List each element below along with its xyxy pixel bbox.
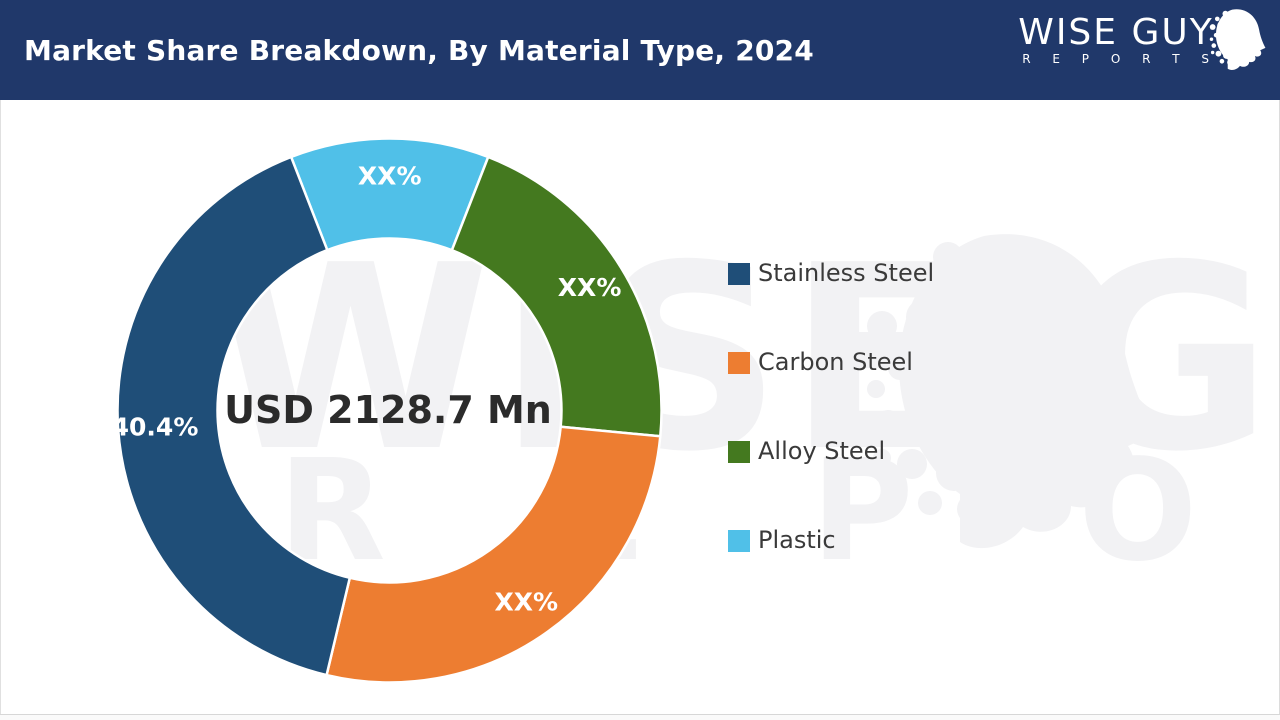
legend-label: Stainless Steel	[758, 259, 935, 287]
legend-item-plastic: Plastic	[728, 526, 934, 555]
donut-chart: XX% XX% XX% 40.4%	[116, 137, 663, 684]
legend-swatch-icon	[728, 529, 750, 552]
donut-segment-stainless-steel	[116, 155, 352, 677]
brand-wordmark: WISE GUY R E P O R T S	[1018, 13, 1218, 67]
chart-legend: Stainless Steel Carbon Steel Alloy Steel…	[728, 259, 934, 615]
legend-item-alloy-steel: Alloy Steel	[728, 437, 934, 466]
brand-name: WISE GUY	[1018, 11, 1214, 53]
legend-label: Carbon Steel	[758, 348, 913, 376]
donut-segment-carbon-steel	[325, 425, 662, 684]
header-bar: Market Share Breakdown, By Material Type…	[0, 0, 1280, 100]
slice-label-stainless-steel: 40.4%	[116, 413, 198, 442]
bottom-border	[0, 714, 1280, 720]
legend-swatch-icon	[728, 440, 750, 463]
brand-logo: WISE GUY R E P O R T S	[1018, 6, 1266, 73]
chart-center-value: USD 2128.7 Mn	[224, 388, 552, 432]
legend-label: Alloy Steel	[758, 437, 886, 465]
legend-item-carbon-steel: Carbon Steel	[728, 348, 934, 377]
logo-face-icon	[1208, 6, 1266, 73]
legend-swatch-icon	[728, 351, 750, 374]
page-title: Market Share Breakdown, By Material Type…	[24, 33, 814, 67]
slice-label-plastic: XX%	[358, 162, 422, 191]
legend-item-stainless-steel: Stainless Steel	[728, 259, 934, 288]
slice-label-alloy-steel: XX%	[558, 273, 622, 302]
legend-label: Plastic	[758, 526, 836, 554]
slice-label-carbon-steel: XX%	[494, 588, 558, 617]
donut-segment-alloy-steel	[450, 155, 663, 438]
brand-subtitle: R E P O R T S	[1022, 52, 1218, 67]
legend-swatch-icon	[728, 262, 750, 285]
